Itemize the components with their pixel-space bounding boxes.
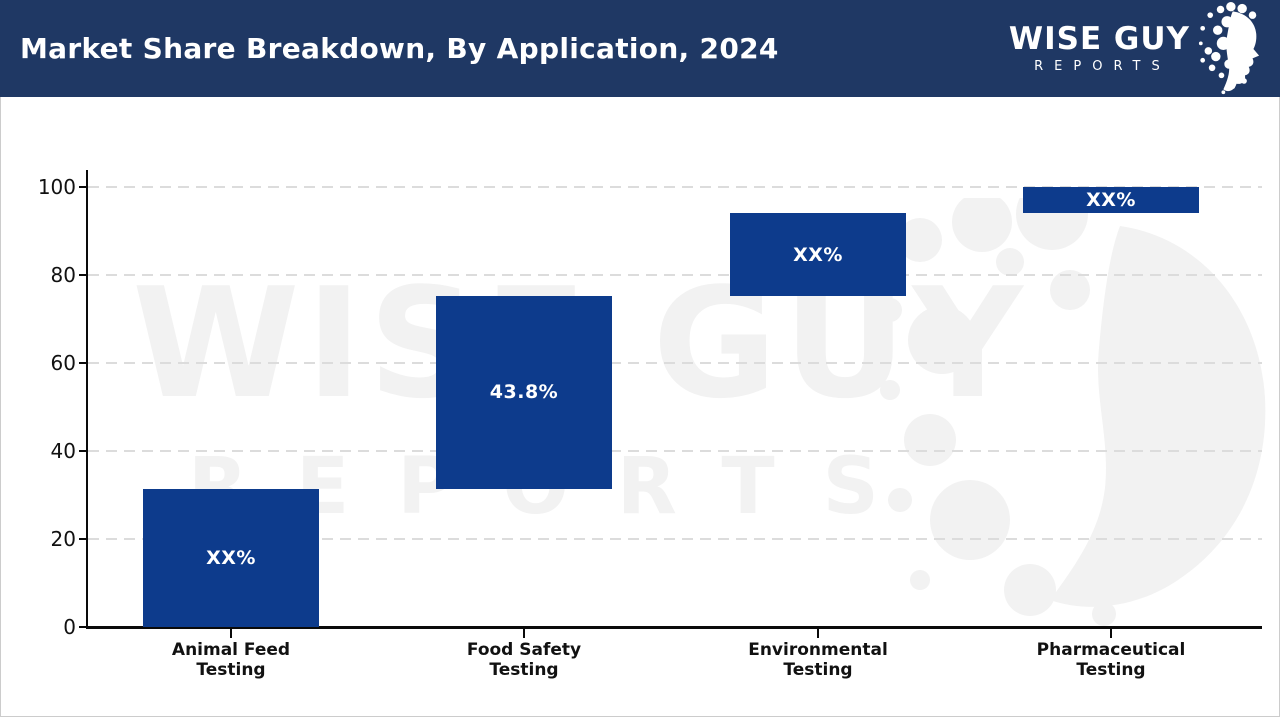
category-label-line: Testing	[1076, 660, 1146, 681]
x-axis	[86, 626, 1262, 629]
bar: XX%	[143, 488, 319, 627]
bar-value-label: XX%	[1086, 188, 1136, 211]
y-tick-mark	[79, 274, 88, 276]
y-tick-mark	[79, 362, 88, 364]
category-label-line: Pharmaceutical	[1036, 640, 1186, 660]
y-axis	[86, 170, 88, 628]
category-label-line: Animal Feed	[171, 640, 291, 660]
bar-value-label: XX%	[793, 243, 843, 266]
x-tick-mark	[1110, 629, 1112, 638]
bar: XX%	[730, 212, 906, 297]
bar-value-label: 43.8%	[489, 381, 559, 404]
bar-value-label: XX%	[206, 546, 256, 569]
gridline	[88, 450, 1262, 452]
category-label-line: Testing	[489, 660, 559, 681]
frame-left-line	[0, 97, 1, 717]
gridline	[88, 274, 1262, 276]
category-label: Environmental Testing	[703, 640, 933, 681]
page-title: Market Share Breakdown, By Application, …	[20, 32, 779, 65]
bar: XX%	[1023, 187, 1199, 213]
category-label: Pharmaceutical Testing	[996, 640, 1226, 681]
gridline	[88, 186, 1262, 188]
y-tick-label: 0	[63, 615, 76, 639]
category-label-line: Testing	[196, 660, 266, 681]
y-tick-label: 40	[50, 439, 76, 463]
header-bar: Market Share Breakdown, By Application, …	[0, 0, 1280, 97]
x-tick-mark	[817, 629, 819, 638]
logo-face-icon	[1198, 1, 1260, 94]
x-tick-mark	[230, 629, 232, 638]
logo-word: WISE GUY	[1008, 20, 1190, 57]
y-tick-label: 100	[37, 175, 76, 199]
watermark-face-icon	[878, 198, 1266, 626]
wise-guy-logo: WISE GUY REPORTS	[1008, 1, 1266, 96]
y-tick-label: 20	[50, 527, 76, 551]
category-label-line: Testing	[783, 660, 853, 681]
y-tick-mark	[79, 626, 88, 628]
gridline	[88, 362, 1262, 364]
y-tick-label: 60	[50, 351, 76, 375]
y-tick-label: 80	[50, 263, 76, 287]
frame-bottom-line	[0, 716, 1280, 717]
category-label: Food Safety Testing	[409, 640, 639, 681]
gridline	[88, 538, 1262, 540]
logo-reports: REPORTS	[1034, 58, 1171, 74]
logo-wordmark: WISE GUY REPORTS	[1008, 20, 1190, 74]
category-label: Animal Feed Testing	[116, 640, 346, 681]
x-tick-mark	[523, 629, 525, 638]
category-label-line: Food Safety	[466, 640, 582, 660]
category-label-line: Environmental	[748, 640, 888, 660]
y-tick-mark	[79, 450, 88, 452]
y-tick-mark	[79, 186, 88, 188]
y-tick-mark	[79, 538, 88, 540]
bar: 43.8%	[436, 296, 612, 489]
